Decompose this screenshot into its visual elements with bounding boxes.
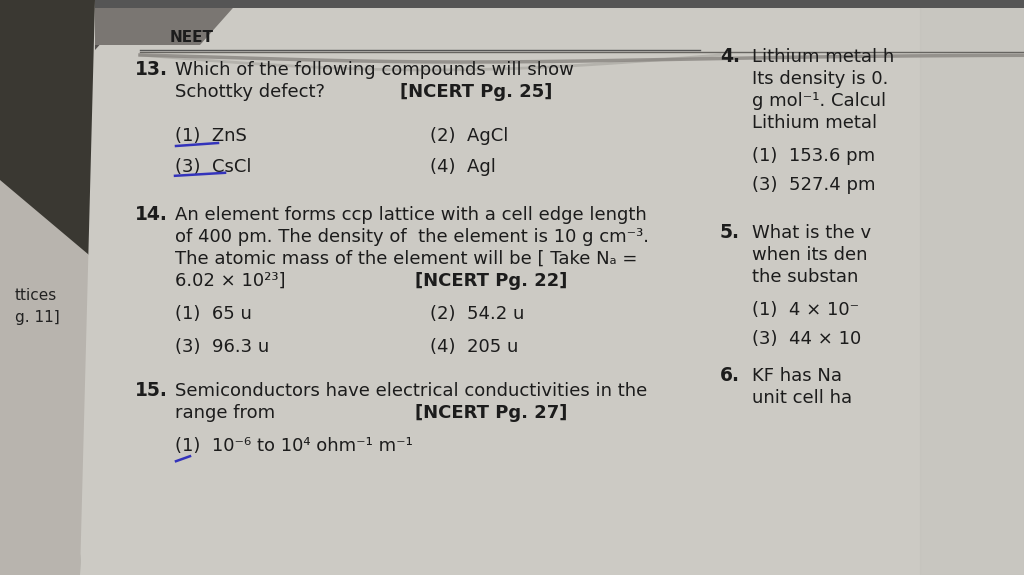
Text: What is the v: What is the v [752,224,871,242]
Polygon shape [0,180,95,575]
Polygon shape [95,0,220,35]
Polygon shape [80,0,1024,575]
Text: (2)  54.2 u: (2) 54.2 u [430,305,524,323]
Text: NEET: NEET [170,30,214,45]
Text: 13.: 13. [135,60,168,79]
Text: 5.: 5. [720,223,740,242]
Bar [920,0,1024,575]
Text: Which of the following compounds will show: Which of the following compounds will sh… [175,61,573,79]
Text: KF has Na: KF has Na [752,367,842,385]
Text: ttices: ttices [15,288,57,303]
Text: Schottky defect?: Schottky defect? [175,83,325,101]
Text: (3)  CsCl: (3) CsCl [175,158,252,176]
Text: 14.: 14. [135,205,168,224]
Text: (1)  10⁻⁶ to 10⁴ ohm⁻¹ m⁻¹: (1) 10⁻⁶ to 10⁴ ohm⁻¹ m⁻¹ [175,437,413,455]
Text: when its den: when its den [752,246,867,264]
Text: [NCERT Pg. 25]: [NCERT Pg. 25] [400,83,552,101]
Text: [NCERT Pg. 27]: [NCERT Pg. 27] [415,404,567,422]
Text: Its density is 0.: Its density is 0. [752,70,889,88]
Text: 6.: 6. [720,366,740,385]
Text: 4.: 4. [720,47,740,66]
Text: (4)  Agl: (4) Agl [430,158,496,176]
Text: of 400 pm. The density of  the element is 10 g cm⁻³.: of 400 pm. The density of the element is… [175,228,649,246]
Text: The atomic mass of the element will be [ Take Nₐ =: The atomic mass of the element will be [… [175,250,637,268]
Text: unit cell ha: unit cell ha [752,389,852,407]
Polygon shape [95,0,1024,8]
Text: Semiconductors have electrical conductivities in the: Semiconductors have electrical conductiv… [175,382,647,400]
Text: (4)  205 u: (4) 205 u [430,338,518,356]
Text: 15.: 15. [135,381,168,400]
Text: (1)  65 u: (1) 65 u [175,305,252,323]
Text: (2)  AgCl: (2) AgCl [430,127,508,145]
Text: (1)  ZnS: (1) ZnS [175,127,247,145]
Text: An element forms ccp lattice with a cell edge length: An element forms ccp lattice with a cell… [175,206,647,224]
Text: g. 11]: g. 11] [15,310,59,325]
Text: Lithium metal: Lithium metal [752,114,878,132]
Polygon shape [95,0,140,50]
Text: (3)  96.3 u: (3) 96.3 u [175,338,269,356]
Text: range from: range from [175,404,275,422]
Text: (3)  527.4 pm: (3) 527.4 pm [752,175,876,194]
Text: (3)  44 × 10: (3) 44 × 10 [752,329,861,348]
Text: (1)  4 × 10⁻: (1) 4 × 10⁻ [752,301,859,319]
Text: Lithium metal h: Lithium metal h [752,48,894,66]
Text: [NCERT Pg. 22]: [NCERT Pg. 22] [415,272,567,290]
Text: the substan: the substan [752,268,858,286]
Polygon shape [0,0,110,575]
Polygon shape [95,0,240,45]
Text: 6.02 × 10²³]: 6.02 × 10²³] [175,272,286,290]
Text: g mol⁻¹. Calcul: g mol⁻¹. Calcul [752,92,886,110]
Text: (1)  153.6 pm: (1) 153.6 pm [752,147,876,165]
